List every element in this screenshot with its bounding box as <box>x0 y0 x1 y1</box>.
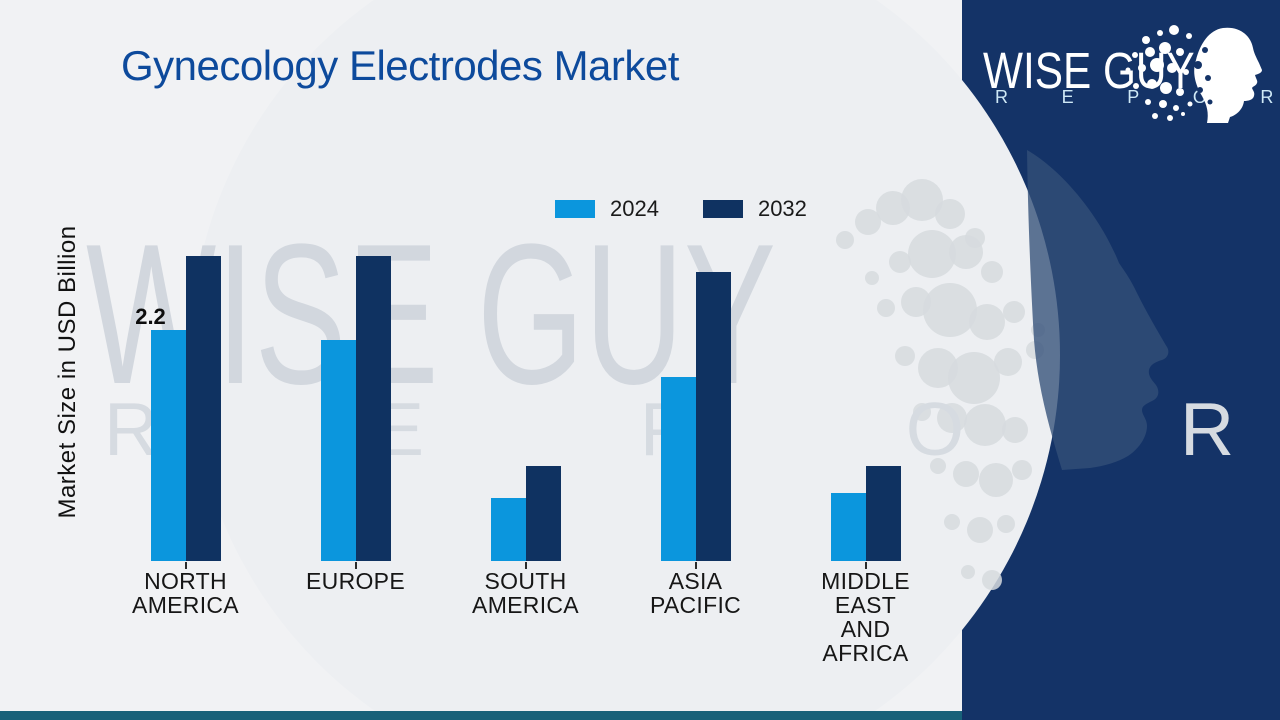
legend-item-2024: 2024 <box>555 196 659 222</box>
bar-2024-group3 <box>660 377 696 561</box>
x-axis-category-label: SOUTH AMERICA <box>472 568 579 618</box>
legend-swatch-2024 <box>555 200 595 218</box>
bar-2032-group0 <box>185 256 221 561</box>
bar-2024-group4 <box>830 493 866 561</box>
legend-swatch-2032 <box>702 200 743 218</box>
bar-value-label: 2.2 <box>135 304 166 329</box>
chart-legend: 2024 2032 <box>555 196 807 222</box>
y-axis-label: Market Size in USD Billion <box>54 225 81 519</box>
x-axis-category-label: MIDDLE EAST AND AFRICA <box>821 568 910 666</box>
page-title: Gynecology Electrodes Market <box>121 42 679 89</box>
x-axis-category-label: ASIA PACIFIC <box>649 568 742 618</box>
bar-2024-group2 <box>490 498 526 561</box>
wiseguy-head-icon <box>1125 25 1262 123</box>
bar-2032-group3 <box>695 272 731 561</box>
legend-label-2024: 2024 <box>610 196 659 221</box>
legend-label-2032: 2032 <box>757 196 807 221</box>
bar-2032-group2 <box>525 466 561 561</box>
legend-item-2032: 2032 <box>702 196 807 222</box>
bar-2032-group1 <box>355 256 391 561</box>
bar-2024-group1 <box>320 340 356 561</box>
bottom-accent-strip <box>0 711 1280 720</box>
x-axis-category-label: EUROPE <box>306 568 405 594</box>
x-axis-tick <box>184 562 187 569</box>
bar-2024-group0 <box>150 330 186 561</box>
bar-2032-group4 <box>865 466 901 561</box>
x-axis-category-label: NORTH AMERICA <box>132 568 239 618</box>
